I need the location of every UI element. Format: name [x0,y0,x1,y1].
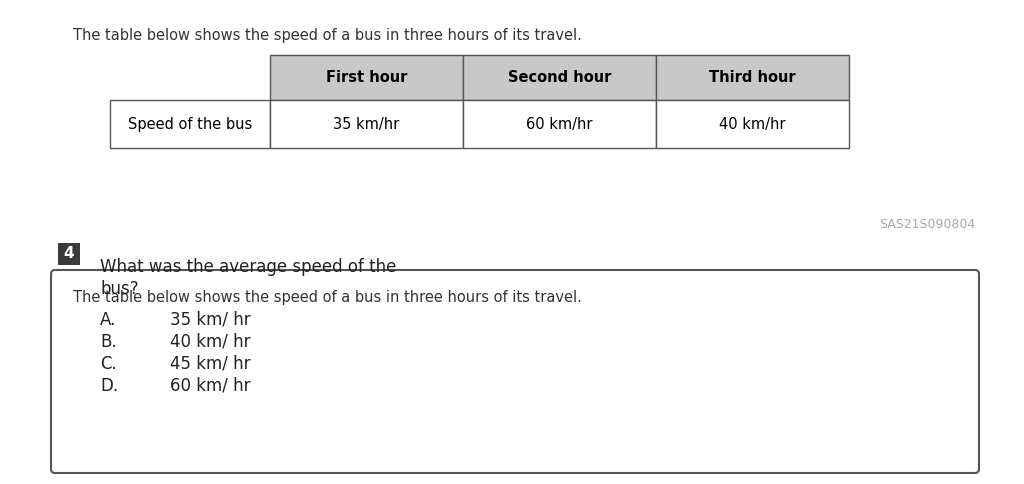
Text: bus?: bus? [100,280,138,298]
Bar [463,55,656,100]
Bar [110,100,270,148]
Text: First hour: First hour [326,70,408,85]
Text: Speed of the bus: Speed of the bus [128,117,252,132]
Text: 40 km/hr: 40 km/hr [719,117,785,132]
Text: The table below shows the speed of a bus in three hours of its travel.: The table below shows the speed of a bus… [73,28,582,43]
Text: What was the average speed of the: What was the average speed of the [100,258,396,276]
Text: 35 km/hr: 35 km/hr [334,117,399,132]
Text: B.: B. [100,333,117,351]
Text: A.: A. [100,311,117,329]
Text: 35 km/ hr: 35 km/ hr [170,311,251,329]
Text: D.: D. [100,377,118,395]
Text: Second hour: Second hour [508,70,611,85]
Bar [58,243,80,265]
Bar [270,55,463,100]
Bar [270,100,463,148]
Text: 4: 4 [63,246,75,261]
Bar [463,100,656,148]
Text: C.: C. [100,355,117,373]
Text: SAS21S090804: SAS21S090804 [879,218,975,231]
Text: 45 km/ hr: 45 km/ hr [170,355,251,373]
FancyBboxPatch shape [51,270,979,473]
Bar [656,100,849,148]
Text: 60 km/hr: 60 km/hr [526,117,593,132]
Text: 40 km/ hr: 40 km/ hr [170,333,251,351]
Text: The table below shows the speed of a bus in three hours of its travel.: The table below shows the speed of a bus… [73,290,582,305]
Text: 60 km/ hr: 60 km/ hr [170,377,251,395]
Text: Third hour: Third hour [710,70,796,85]
Bar [656,55,849,100]
